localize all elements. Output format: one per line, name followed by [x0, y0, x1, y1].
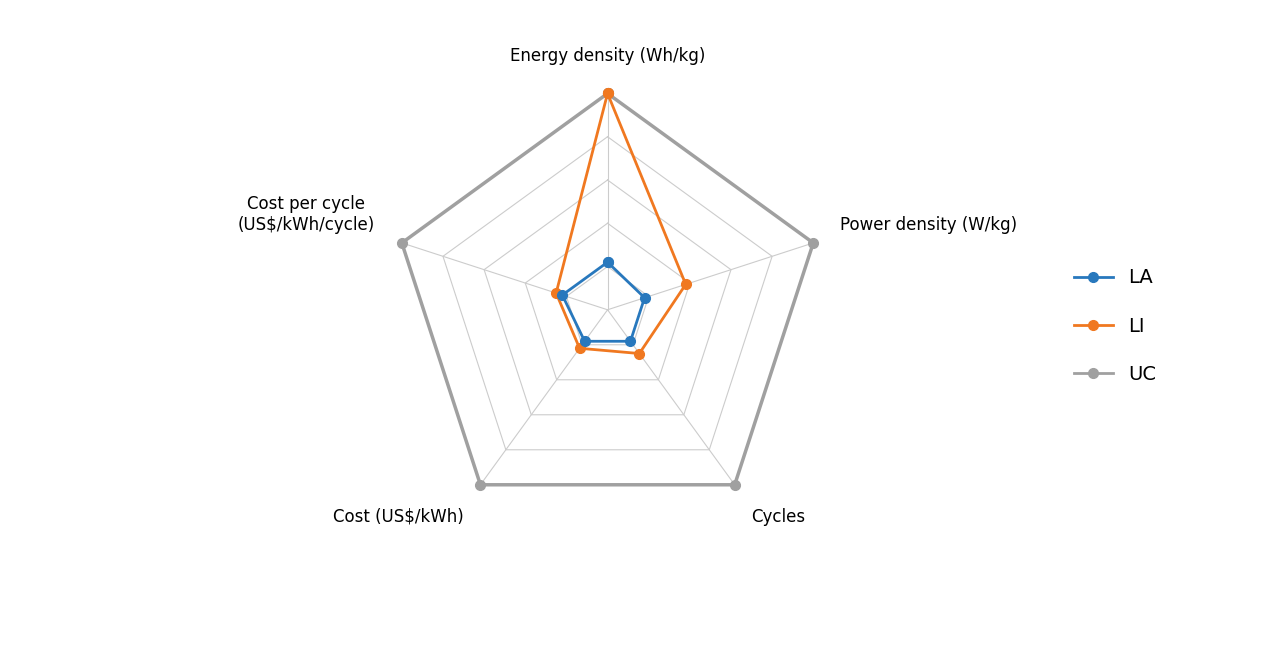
Text: Cost (US$/kWh): Cost (US$/kWh)	[333, 507, 463, 526]
Text: Power density (W/kg): Power density (W/kg)	[840, 216, 1018, 234]
Text: Energy density (Wh/kg): Energy density (Wh/kg)	[509, 48, 705, 65]
Legend: LA, LI, UC: LA, LI, UC	[1066, 261, 1164, 391]
Text: Cycles: Cycles	[751, 507, 805, 526]
Text: Cost per cycle
(US$/kWh/cycle): Cost per cycle (US$/kWh/cycle)	[238, 196, 375, 234]
